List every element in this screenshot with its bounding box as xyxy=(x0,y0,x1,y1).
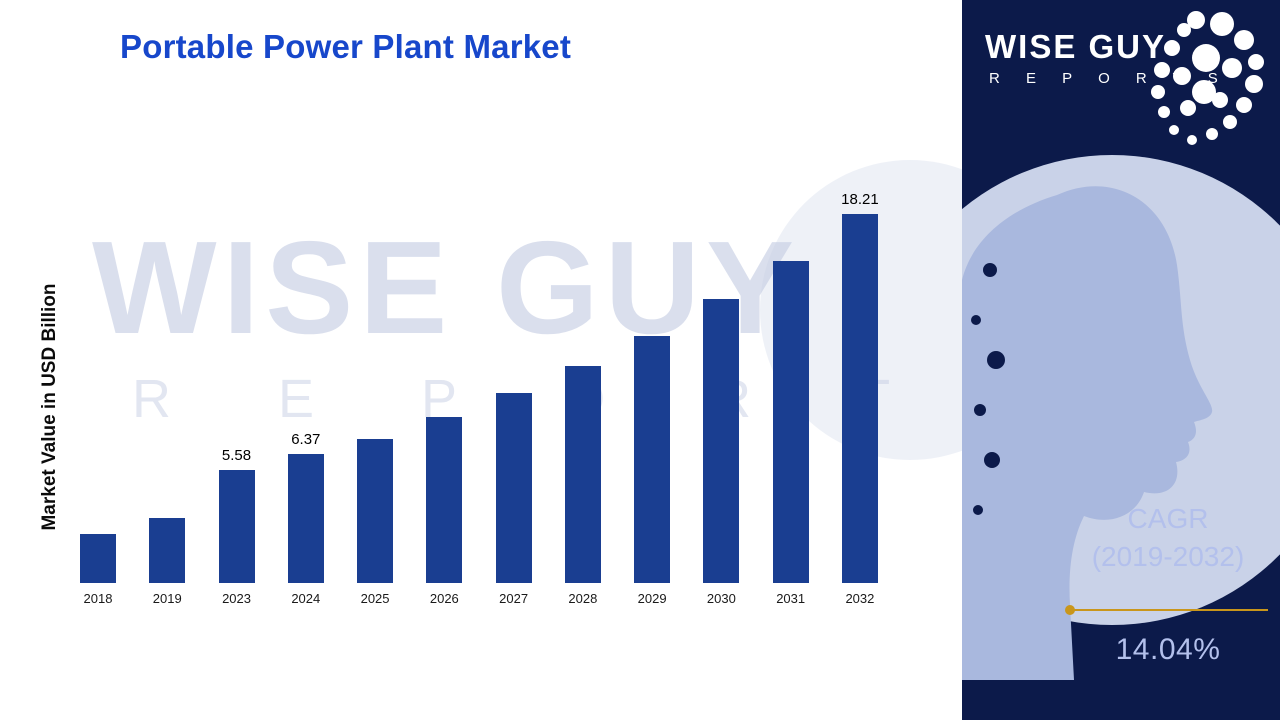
x-axis-tick-label: 2019 xyxy=(152,591,182,606)
bar-column: 2029 xyxy=(632,170,672,613)
divider-dot-icon xyxy=(1065,605,1075,616)
dotted-head-icon xyxy=(1151,11,1264,145)
bar xyxy=(80,534,116,583)
x-axis-tick-label: 2029 xyxy=(637,591,667,606)
face-profile-graphic xyxy=(962,155,1280,680)
bar-column: 2019 xyxy=(147,170,187,613)
bar-column: 2027 xyxy=(494,170,534,613)
bar xyxy=(495,393,532,583)
bar xyxy=(426,417,463,583)
x-axis-tick-label: 2023 xyxy=(222,591,251,606)
bar-value-label: 5.58 xyxy=(221,447,252,464)
bar xyxy=(149,518,186,583)
bar xyxy=(634,336,671,583)
bar-column: 6.37 2024 xyxy=(286,170,326,613)
bar-column: 2018 xyxy=(78,170,118,613)
bar xyxy=(841,214,878,583)
bar xyxy=(218,470,255,583)
bar-column: 2031 xyxy=(771,170,811,613)
bar-value-label: 6.37 xyxy=(291,431,321,448)
brand-name: WISE GUY xyxy=(985,28,1167,65)
x-axis-tick-label: 2025 xyxy=(360,591,390,606)
bar-column: 2028 xyxy=(563,170,603,613)
x-axis-tick-label: 2018 xyxy=(83,591,113,606)
x-axis-tick-label: 2027 xyxy=(499,591,529,606)
bar-column: 2026 xyxy=(424,170,464,613)
cagr-divider xyxy=(1065,605,1268,616)
bar xyxy=(772,261,809,583)
cagr-value: 14.04% xyxy=(1115,633,1221,667)
bar xyxy=(287,454,324,583)
cagr-block: CAGR (2019-2032) 14.04% xyxy=(1062,502,1274,667)
bar xyxy=(703,299,740,583)
x-axis-tick-label: 2026 xyxy=(429,591,459,606)
chart-title: Portable Power Plant Market xyxy=(120,28,572,65)
y-axis-label: Market Value in USD Billion xyxy=(39,283,60,531)
cagr-range: (2019-2032) xyxy=(1091,540,1245,572)
bar-column: 18.21 2032 xyxy=(840,170,880,613)
brand-logo: WISE GUY R E P O R T S xyxy=(985,30,1229,86)
bar xyxy=(357,439,394,583)
brand-panel: WISE GUY R E P O R T S CAGR (2019-2032) xyxy=(962,0,1280,720)
x-axis-tick-label: 2028 xyxy=(568,591,598,606)
bar xyxy=(564,366,601,583)
bar-plot: 2018 2019 5.58 2023 6.37 2024 2025 2026 2027 2028… xyxy=(78,170,880,613)
bar-column: 2025 xyxy=(355,170,395,613)
cagr-label: CAGR xyxy=(1127,503,1209,534)
x-axis-tick-label: 2032 xyxy=(845,591,875,606)
bar-column: 2030 xyxy=(701,170,741,613)
bar-column: 5.58 2023 xyxy=(217,170,257,613)
x-axis-tick-label: 2031 xyxy=(776,591,806,606)
x-axis-tick-label: 2024 xyxy=(291,591,321,606)
x-axis-tick-label: 2030 xyxy=(706,591,736,606)
bar-value-label: 18.21 xyxy=(841,191,879,208)
